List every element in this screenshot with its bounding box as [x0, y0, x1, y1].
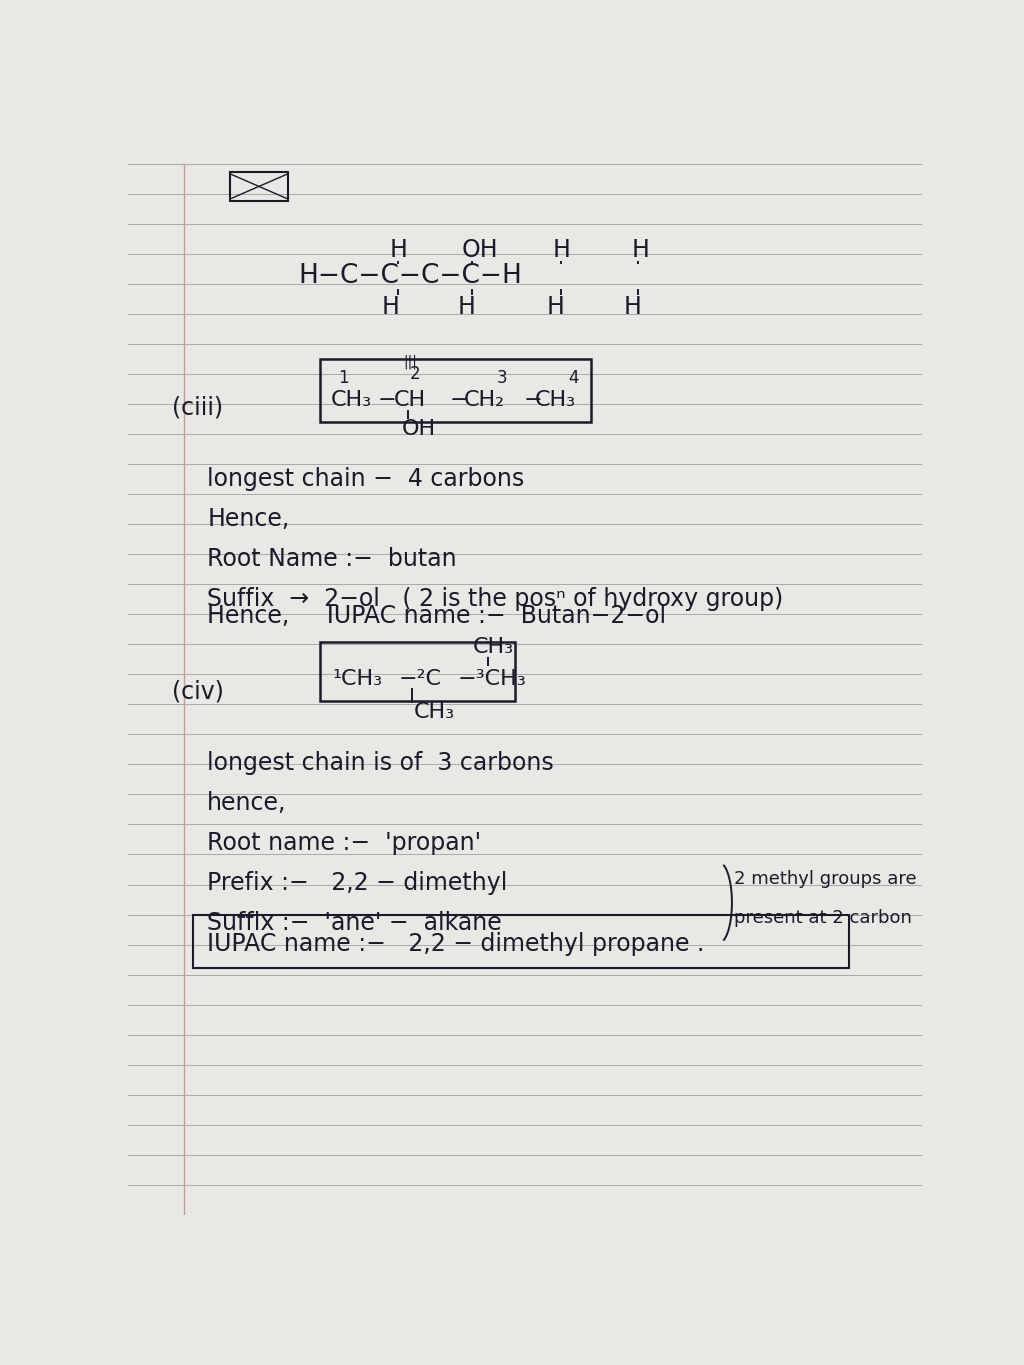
Text: (civ): (civ) [172, 680, 223, 703]
Text: Prefix :−   2,2 − dimethyl: Prefix :− 2,2 − dimethyl [207, 871, 508, 894]
Text: IUPAC name :−   2,2 − dimethyl propane .: IUPAC name :− 2,2 − dimethyl propane . [207, 932, 705, 956]
Text: Suffix :−  'ane' −  alkane: Suffix :− 'ane' − alkane [207, 910, 502, 935]
Text: Root name :−  'propan': Root name :− 'propan' [207, 831, 481, 854]
Text: −: − [523, 390, 542, 411]
Text: H: H [553, 238, 570, 262]
Text: H: H [382, 295, 399, 319]
Text: 2: 2 [410, 364, 421, 384]
Text: CH: CH [394, 390, 426, 411]
Text: 3: 3 [497, 369, 508, 388]
Text: −³CH₃: −³CH₃ [458, 669, 526, 689]
Text: Suffix  →  2−ol   ( 2 is the posⁿ of hydroxy group): Suffix → 2−ol ( 2 is the posⁿ of hydroxy… [207, 587, 783, 612]
Text: H: H [632, 238, 650, 262]
Text: |||: ||| [403, 354, 417, 369]
Text: 1: 1 [338, 369, 349, 388]
Text: CH₃: CH₃ [473, 637, 514, 658]
Text: 2 methyl groups are: 2 methyl groups are [733, 870, 916, 887]
Text: Hence,: Hence, [207, 506, 290, 531]
Text: OH: OH [461, 238, 498, 262]
Text: H−C−C−C−C−H: H−C−C−C−C−H [299, 263, 522, 289]
Text: H: H [547, 295, 565, 319]
Text: −: − [378, 390, 396, 411]
Text: longest chain −  4 carbons: longest chain − 4 carbons [207, 467, 524, 491]
Text: CH₃: CH₃ [331, 390, 372, 411]
Text: CH₃: CH₃ [536, 390, 577, 411]
Text: −: − [450, 390, 468, 411]
Text: H: H [624, 295, 642, 319]
Text: ¹CH₃: ¹CH₃ [333, 669, 383, 689]
Text: hence,: hence, [207, 790, 287, 815]
Text: Hence,     IUPAC name :−  Butan−2−ol: Hence, IUPAC name :− Butan−2−ol [207, 603, 667, 628]
Text: longest chain is of  3 carbons: longest chain is of 3 carbons [207, 751, 554, 775]
Text: Root Name :−  butan: Root Name :− butan [207, 547, 457, 571]
Text: −²C: −²C [398, 669, 441, 689]
Text: (ciii): (ciii) [172, 396, 223, 419]
Text: H: H [458, 295, 475, 319]
Text: H: H [390, 238, 408, 262]
Text: OH: OH [401, 419, 436, 438]
Text: CH₂: CH₂ [464, 390, 505, 411]
Text: 4: 4 [568, 369, 579, 388]
Text: CH₃: CH₃ [414, 703, 455, 722]
Text: present at 2 carbon: present at 2 carbon [733, 909, 911, 927]
